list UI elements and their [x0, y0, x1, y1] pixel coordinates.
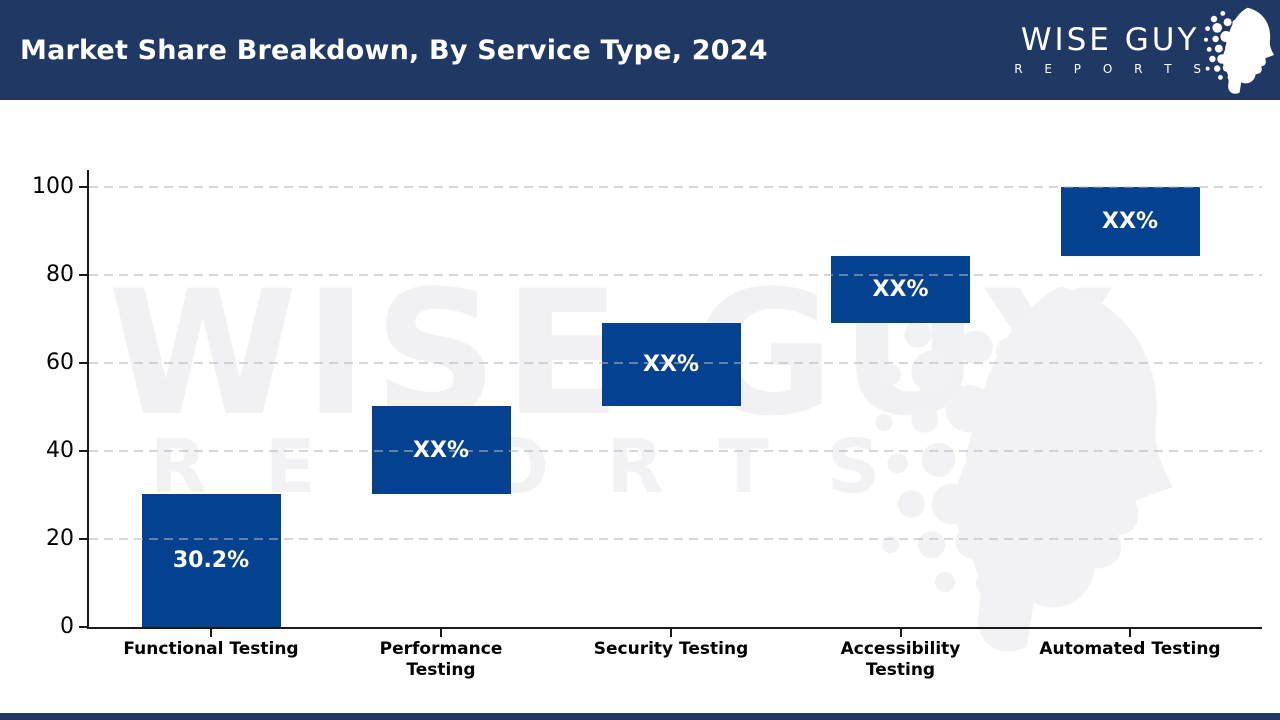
gridline-60	[89, 362, 1262, 364]
y-tick-label: 80	[46, 262, 74, 287]
x-tick-label: Accessibility Testing	[840, 639, 961, 681]
x-tick-label: Security Testing	[593, 639, 749, 659]
x-tick-label: Functional Testing	[123, 639, 299, 659]
bar-value-label: XX%	[413, 437, 469, 463]
page-title: Market Share Breakdown, By Service Type,…	[20, 34, 768, 66]
x-tick-mark	[899, 629, 902, 637]
y-tick-label: 20	[46, 526, 74, 551]
y-tick-mark	[79, 450, 87, 452]
x-tick-label: Automated Testing	[1039, 639, 1221, 659]
bar-value-label: XX%	[1102, 208, 1158, 234]
x-tick-label: Performance Testing	[379, 639, 503, 681]
y-tick-label: 0	[60, 614, 74, 639]
x-tick-mark	[210, 629, 212, 637]
bar-security-testing	[601, 323, 741, 407]
gridline-100	[89, 186, 1262, 188]
chart-canvas: WISE GUY REPORTS 0 20 40 60 80 100 30.2% Functi…	[0, 100, 1280, 713]
gridline-80	[89, 274, 1262, 276]
y-tick-mark	[79, 274, 87, 276]
brand-subtitle: R E P O R T S	[1014, 61, 1210, 76]
gridline-40	[89, 450, 1262, 452]
brand-logo: WISE GUY R E P O R T S	[1010, 0, 1280, 100]
head-profile-icon	[1204, 7, 1274, 94]
x-axis-line	[87, 627, 1262, 629]
x-tick-mark	[670, 629, 672, 637]
y-tick-label: 100	[32, 174, 74, 199]
y-tick-mark	[79, 362, 87, 364]
bar-value-label: XX%	[872, 277, 929, 302]
y-tick-label: 40	[46, 438, 74, 463]
bar-automated-testing	[1060, 187, 1200, 256]
x-tick-mark	[440, 629, 442, 637]
brand-logo-text: WISE GUY R E P O R T S	[1010, 21, 1210, 76]
y-tick-mark	[79, 538, 87, 540]
x-tick-mark	[1129, 629, 1131, 637]
footer-bar	[0, 713, 1280, 720]
gridline-20	[89, 538, 1262, 540]
y-tick-mark	[79, 186, 87, 188]
brand-name: WISE GUY	[1020, 21, 1200, 58]
bar-value-label: XX%	[643, 352, 699, 378]
y-tick-mark	[79, 626, 87, 628]
bar-value-label: 30.2%	[172, 548, 250, 574]
bar-functional-testing	[141, 494, 281, 627]
header-bar: Market Share Breakdown, By Service Type,…	[0, 0, 1280, 100]
y-axis-line	[87, 170, 89, 629]
y-tick-label: 60	[46, 350, 74, 375]
watermark-subtitle-text: REPORTS	[150, 424, 939, 510]
